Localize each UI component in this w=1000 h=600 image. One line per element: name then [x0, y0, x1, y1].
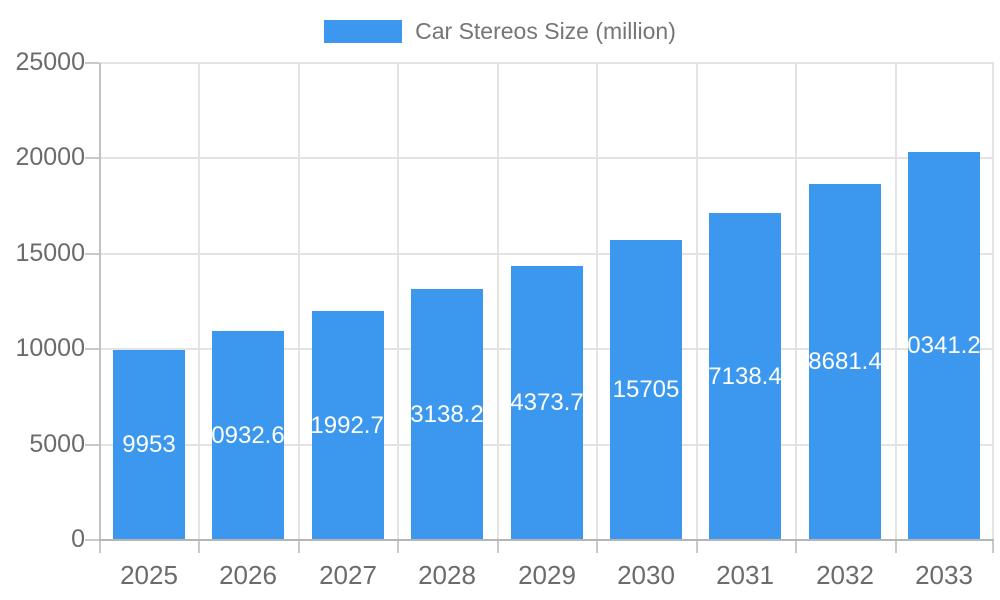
gridline-vertical	[298, 63, 300, 540]
bar-2028[interactable]: 13138.26	[411, 289, 483, 540]
y-tick-label: 20000	[15, 143, 85, 172]
x-axis-tick	[992, 540, 994, 553]
gridline-horizontal	[99, 62, 994, 64]
legend-item[interactable]: Car Stereos Size (million)	[0, 14, 1000, 48]
legend-swatch	[324, 19, 403, 43]
gridline-horizontal	[99, 252, 994, 255]
bar-2032[interactable]: 18681.47	[809, 184, 881, 540]
y-axis-tick	[85, 62, 99, 64]
bar-2026[interactable]: 10932.66	[212, 331, 284, 540]
legend-label: Car Stereos Size (million)	[415, 17, 676, 44]
gridline-vertical	[596, 63, 598, 540]
x-tick-label: 2033	[915, 560, 973, 590]
bar-value-label: 14373.78	[511, 389, 583, 416]
y-axis-tick	[85, 157, 99, 160]
x-tick-label: 2031	[716, 560, 774, 590]
x-axis-tick	[696, 540, 698, 553]
x-axis-tick	[298, 540, 300, 553]
gridline-horizontal	[99, 157, 994, 160]
bar-value-label: 10932.66	[212, 421, 284, 449]
x-tick-label: 2029	[518, 560, 576, 590]
gridline-vertical	[895, 63, 897, 540]
y-axis-tick	[85, 348, 99, 351]
x-tick-label: 2030	[617, 560, 675, 590]
gridline-vertical	[497, 63, 499, 540]
bar-2031[interactable]: 17138.45	[709, 213, 781, 540]
x-tick-label: 2025	[120, 560, 178, 590]
x-tick-label: 2032	[816, 560, 874, 590]
gridline-vertical	[198, 63, 200, 540]
y-tick-label: 25000	[15, 48, 85, 76]
bar-value-label: 17138.45	[709, 362, 781, 390]
bar-value-label: 15705	[612, 376, 680, 403]
bar-value-label: 9953	[122, 431, 176, 458]
bar-2025[interactable]: 9953	[113, 350, 185, 540]
bar-value-label: 11992.78	[312, 411, 384, 439]
plot-area: 9953 10932.66 11992.78 13138.26 14373.78 1570…	[85, 62, 994, 553]
bar-value-label: 13138.26	[411, 400, 483, 428]
bar-2030[interactable]: 15705	[610, 240, 682, 540]
y-axis-tick	[85, 252, 99, 255]
x-axis-tick	[99, 540, 101, 553]
bar-value-label: 20341.25	[908, 332, 980, 359]
x-axis-line	[99, 539, 994, 541]
x-axis-tick	[497, 540, 499, 553]
bar-2029[interactable]: 14373.78	[511, 266, 583, 540]
y-tick-label: 15000	[15, 238, 85, 267]
bar-value-label: 18681.47	[809, 348, 881, 375]
y-axis-tick	[85, 539, 99, 541]
y-axis-line	[99, 63, 101, 540]
bar-2027[interactable]: 11992.78	[312, 311, 384, 540]
x-axis-tick	[198, 540, 200, 553]
x-axis-tick	[596, 540, 598, 553]
y-tick-label: 5000	[29, 429, 85, 458]
gridline-vertical	[992, 63, 994, 540]
gridline-vertical	[696, 63, 698, 540]
y-axis-tick	[85, 443, 99, 446]
x-tick-label: 2026	[219, 560, 277, 590]
y-tick-label: 10000	[15, 334, 85, 363]
x-axis-tick	[397, 540, 399, 553]
gridline-vertical	[795, 63, 797, 540]
y-tick-label: 0	[71, 525, 85, 553]
gridline-vertical	[397, 63, 399, 540]
x-axis-tick	[895, 540, 897, 553]
x-tick-label: 2027	[319, 560, 377, 590]
bar-2033[interactable]: 20341.25	[908, 152, 980, 540]
x-axis-tick	[795, 540, 797, 553]
x-tick-label: 2028	[418, 560, 476, 590]
